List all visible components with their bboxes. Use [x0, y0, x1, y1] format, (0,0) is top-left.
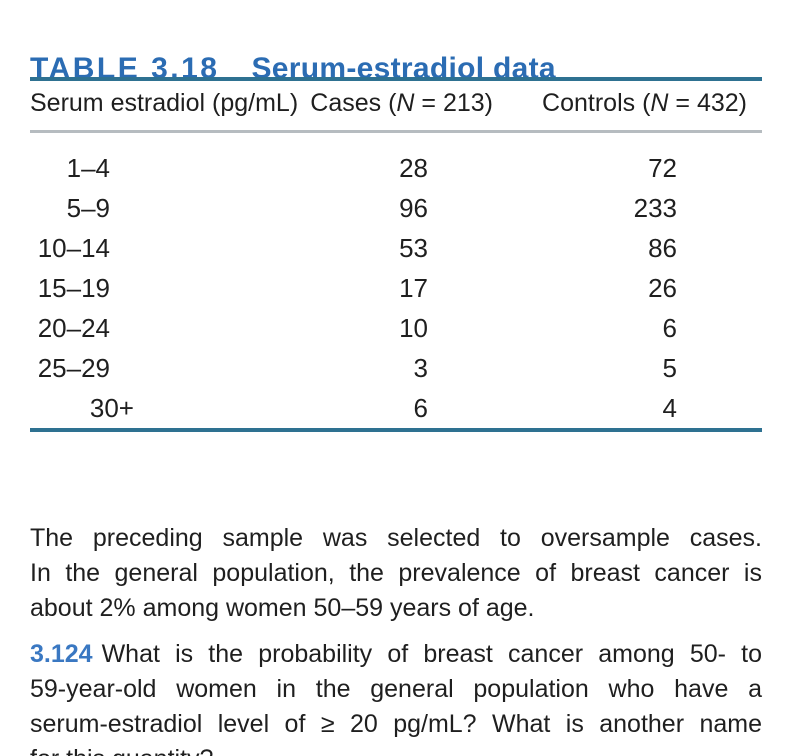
table-row: 10–14 53 86 [30, 228, 762, 268]
table-body: 1–4 28 72 5–9 96 233 10–14 53 86 15–19 17 26 20–24 10… [30, 148, 762, 428]
table-top-rule [30, 77, 762, 81]
controls-value-cell: 86 [648, 232, 677, 263]
controls-value-cell: 6 [662, 312, 677, 343]
table-header-row: Serum estradiol (pg/mL) Cases (N = 213) … [30, 88, 762, 118]
serum-range-cell: 30+ [89, 392, 134, 423]
controls-value-cell: 233 [633, 192, 677, 223]
text-line: 59-year-old women in the general populat… [30, 675, 762, 703]
cases-value-cell: 96 [399, 192, 428, 223]
serum-range-cell: 20–24 [37, 312, 110, 343]
table-row: 15–19 17 26 [30, 268, 762, 308]
cases-value-cell: 10 [399, 312, 428, 343]
column-header-controls: Controls (N = 432) [542, 89, 747, 117]
exercise-3-124: 3.124 What is the probability of breast c… [30, 637, 762, 756]
text-line: serum-estradiol level of ≥ 20 pg/mL? Wha… [30, 710, 762, 738]
text-line: In the general population, the prevalenc… [30, 559, 762, 587]
cases-value-cell: 17 [399, 272, 428, 303]
table-row: 25–29 3 5 [30, 348, 762, 388]
text-line: 3.124 What is the probability of breast c… [30, 640, 762, 668]
serum-range-cell: 15–19 [37, 272, 110, 303]
exercise-number: 3.124 [30, 640, 93, 668]
text-line: about 2% among women 50–59 years of age. [30, 594, 535, 622]
paragraph-prevalence-note: The preceding sample was selected to ove… [30, 521, 762, 626]
table-row: 5–9 96 233 [30, 188, 762, 228]
italic-n-symbol: N [396, 89, 415, 117]
cases-value-cell: 3 [413, 352, 428, 383]
serum-range-cell: 5–9 [66, 192, 110, 223]
text-line: for this quantity? [30, 742, 762, 756]
controls-value-cell: 5 [662, 352, 677, 383]
controls-value-cell: 72 [648, 152, 677, 183]
cases-value-cell: 53 [399, 232, 428, 263]
serum-range-cell: 1–4 [66, 152, 110, 183]
serum-range-cell: 25–29 [37, 352, 110, 383]
controls-value-cell: 26 [648, 272, 677, 303]
serum-range-cell: 10–14 [37, 232, 110, 263]
italic-n-symbol: N [650, 89, 669, 117]
text-line: The preceding sample was selected to ove… [30, 524, 762, 552]
column-header-cases: Cases (N = 213) [310, 89, 493, 117]
table-row: 1–4 28 72 [30, 148, 762, 188]
table-row: 20–24 10 6 [30, 308, 762, 348]
header-divider-rule [30, 130, 762, 133]
controls-value-cell: 4 [662, 392, 677, 423]
table-bottom-rule [30, 428, 762, 432]
column-header-serum: Serum estradiol (pg/mL) [30, 89, 299, 117]
cases-value-cell: 6 [413, 392, 428, 423]
cases-value-cell: 28 [399, 152, 428, 183]
table-row: 30+ 6 4 [30, 388, 762, 428]
